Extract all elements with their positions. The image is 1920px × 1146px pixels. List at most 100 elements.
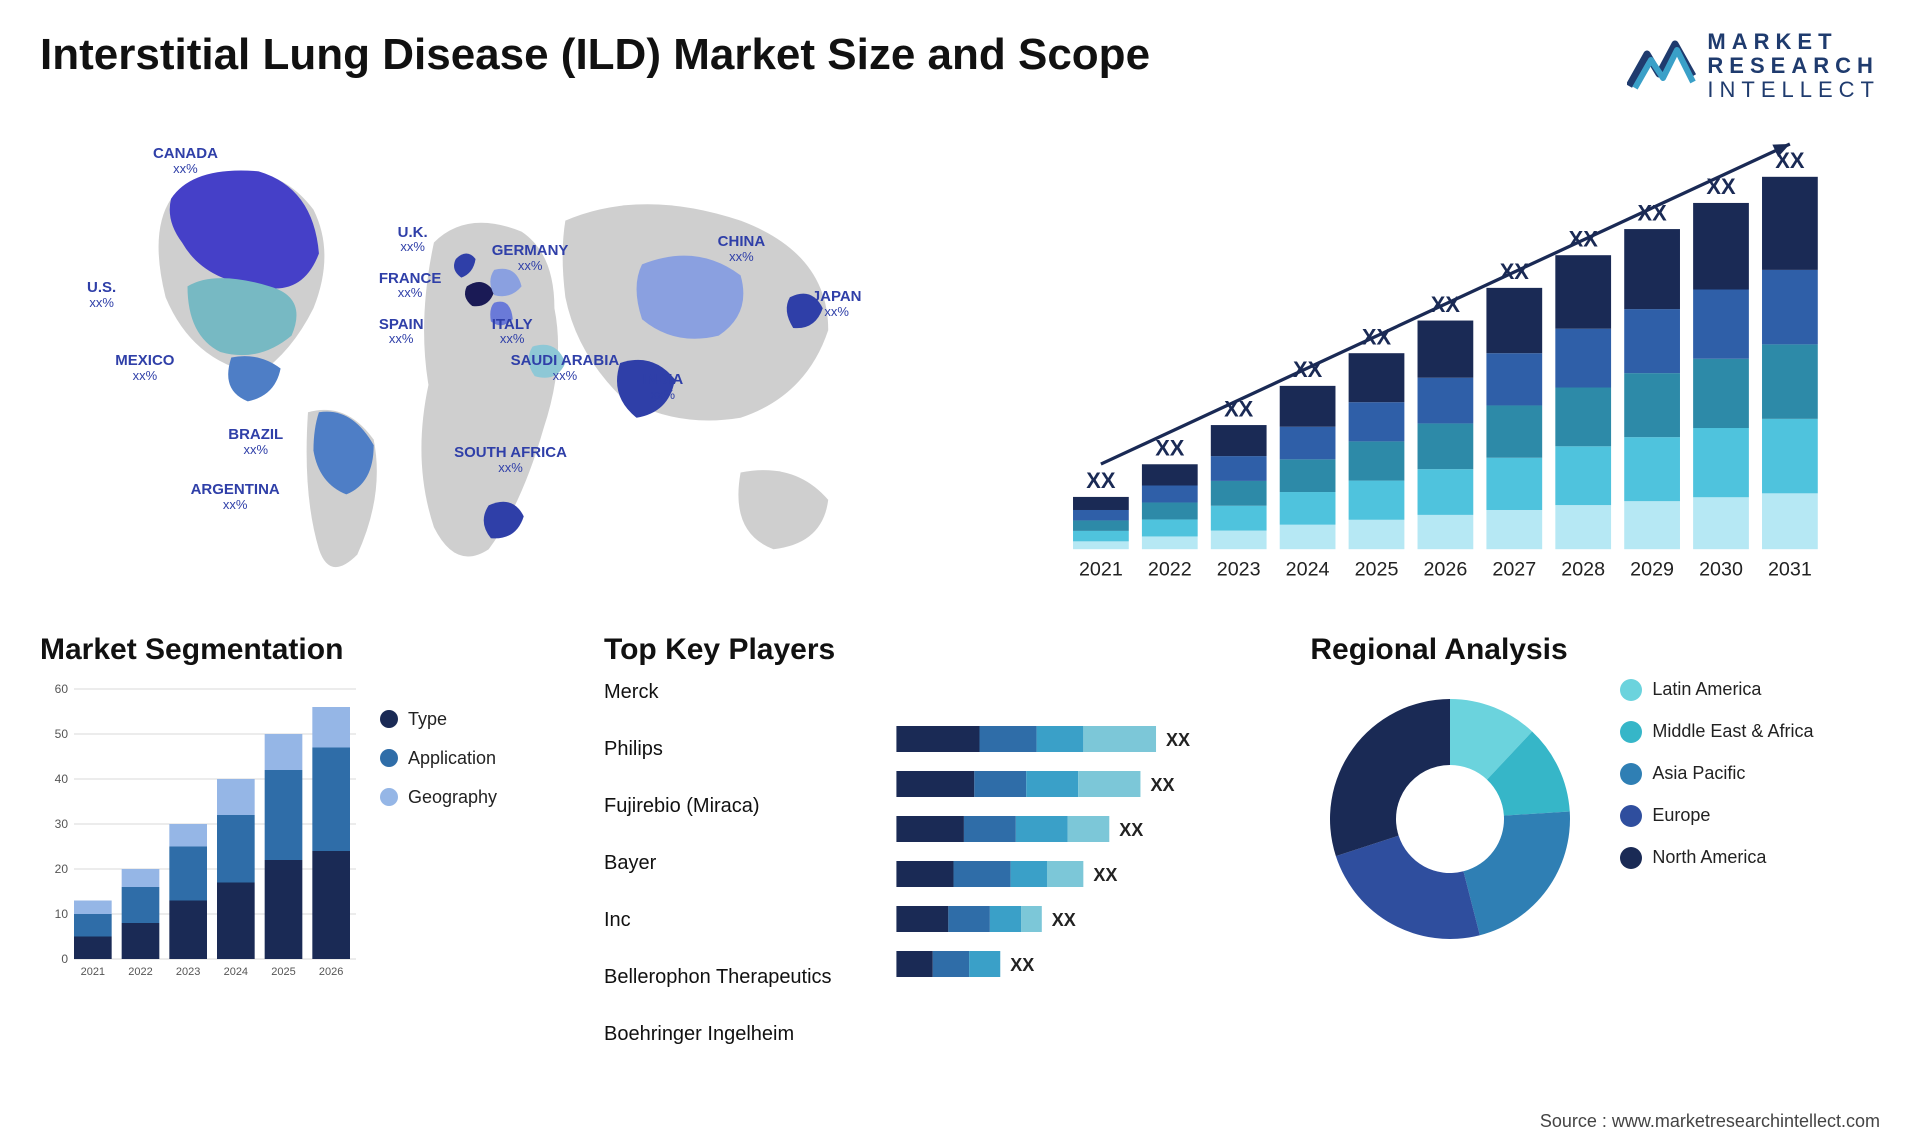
svg-text:XX: XX [1010, 955, 1034, 975]
legend-label: Application [408, 748, 496, 769]
map-label-france: FRANCExx% [379, 271, 442, 300]
regional-panel: Regional Analysis Latin America Middle Ea… [1310, 633, 1880, 1066]
map-label-china: CHINAxx% [718, 234, 766, 263]
swatch [1620, 805, 1642, 827]
svg-text:XX: XX [1707, 174, 1737, 199]
player-name: Bellerophon Therapeutics [604, 964, 832, 1009]
logo-line3: INTELLECT [1707, 78, 1880, 102]
svg-text:2023: 2023 [1217, 558, 1261, 580]
map-label-uk: U.K.xx% [398, 225, 428, 254]
map-label-us: U.S.xx% [87, 280, 116, 309]
segmentation-title: Market Segmentation [40, 633, 574, 667]
regional-legend-item: North America [1620, 847, 1813, 869]
regional-legend-item: Europe [1620, 805, 1813, 827]
players-chart: XX XX XX XX XX XX [852, 679, 1281, 999]
svg-text:2024: 2024 [224, 966, 248, 978]
svg-text:10: 10 [55, 907, 69, 921]
svg-text:XX: XX [1166, 730, 1190, 750]
map-label-brazil: BRAZILxx% [228, 427, 283, 456]
svg-text:2030: 2030 [1699, 558, 1743, 580]
segmentation-legend: Type Application Geography [380, 709, 497, 989]
regional-donut [1310, 679, 1590, 959]
svg-text:XX: XX [1119, 820, 1143, 840]
brand-logo: MARKET RESEARCH INTELLECT [1627, 30, 1880, 103]
map-label-canada: CANADAxx% [153, 146, 218, 175]
player-name: Merck [604, 679, 832, 724]
swatch [1620, 679, 1642, 701]
swatch [380, 710, 398, 728]
logo-line1: MARKET [1707, 30, 1880, 54]
legend-label: Europe [1652, 805, 1710, 826]
swatch [1620, 721, 1642, 743]
legend-label: Middle East & Africa [1652, 721, 1813, 742]
svg-text:50: 50 [55, 727, 69, 741]
logo-line2: RESEARCH [1707, 54, 1880, 78]
svg-text:2029: 2029 [1630, 558, 1674, 580]
swatch [1620, 847, 1642, 869]
svg-text:XX: XX [1093, 865, 1117, 885]
map-label-germany: GERMANYxx% [492, 243, 569, 272]
map-label-south_africa: SOUTH AFRICAxx% [454, 445, 567, 474]
seg-legend-application: Application [380, 748, 497, 769]
svg-text:XX: XX [1155, 435, 1185, 460]
regional-legend-item: Latin America [1620, 679, 1813, 701]
svg-text:2022: 2022 [1148, 558, 1192, 580]
svg-text:2025: 2025 [1355, 558, 1399, 580]
page-title: Interstitial Lung Disease (ILD) Market S… [40, 30, 1150, 80]
svg-text:2024: 2024 [1286, 558, 1330, 580]
seg-legend-geography: Geography [380, 787, 497, 808]
legend-label: Type [408, 709, 447, 730]
growth-chart-panel: XX2021XX2022XX2023XX2024XX2025XX2026XX20… [1011, 133, 1880, 593]
regional-legend-item: Asia Pacific [1620, 763, 1813, 785]
svg-text:2027: 2027 [1493, 558, 1537, 580]
logo-icon [1627, 36, 1697, 96]
swatch [380, 749, 398, 767]
players-panel: Top Key Players Merck Philips Fujirebio (M… [604, 633, 1280, 1066]
map-label-saudi: SAUDI ARABIAxx% [511, 353, 620, 382]
svg-text:2022: 2022 [128, 966, 152, 978]
svg-text:30: 30 [55, 817, 69, 831]
legend-label: Asia Pacific [1652, 763, 1745, 784]
regional-legend: Latin America Middle East & Africa Asia Pa… [1620, 679, 1813, 869]
svg-text:XX: XX [1150, 775, 1174, 795]
legend-label: Latin America [1652, 679, 1761, 700]
svg-text:2031: 2031 [1768, 558, 1812, 580]
svg-text:0: 0 [61, 952, 68, 966]
world-map-panel: CANADAxx%U.S.xx%MEXICOxx%BRAZILxx%ARGENT… [40, 133, 981, 593]
svg-text:20: 20 [55, 862, 69, 876]
svg-text:2025: 2025 [271, 966, 295, 978]
swatch [1620, 763, 1642, 785]
svg-text:2023: 2023 [176, 966, 200, 978]
legend-label: North America [1652, 847, 1766, 868]
player-name: Fujirebio (Miraca) [604, 793, 832, 838]
svg-text:40: 40 [55, 772, 69, 786]
player-name: Boehringer Ingelheim [604, 1021, 832, 1066]
swatch [380, 788, 398, 806]
map-label-italy: ITALYxx% [492, 317, 533, 346]
svg-text:60: 60 [55, 682, 69, 696]
map-label-japan: JAPANxx% [812, 289, 862, 318]
players-title: Top Key Players [604, 633, 1280, 667]
player-name: Bayer [604, 850, 832, 895]
player-name: Inc [604, 907, 832, 952]
svg-text:2026: 2026 [1424, 558, 1468, 580]
regional-title: Regional Analysis [1310, 633, 1880, 667]
growth-chart: XX2021XX2022XX2023XX2024XX2025XX2026XX20… [1011, 133, 1880, 593]
svg-text:XX: XX [1051, 910, 1075, 930]
svg-text:2028: 2028 [1561, 558, 1605, 580]
legend-label: Geography [408, 787, 497, 808]
map-label-india: INDIAxx% [642, 372, 683, 401]
segmentation-panel: Market Segmentation 0 10 20 30 40 50 60 2021 202… [40, 633, 574, 1066]
source-note: Source : www.marketresearchintellect.com [1540, 1111, 1880, 1132]
segmentation-chart: 0 10 20 30 40 50 60 2021 2022 2023 2024 2025 2026 [40, 679, 360, 989]
seg-legend-type: Type [380, 709, 497, 730]
svg-text:XX: XX [1086, 468, 1116, 493]
svg-text:2026: 2026 [319, 966, 343, 978]
player-name: Philips [604, 736, 832, 781]
svg-text:2021: 2021 [1079, 558, 1123, 580]
players-name-list: Merck Philips Fujirebio (Miraca) Bayer Inc Be… [604, 679, 832, 1066]
map-label-argentina: ARGENTINAxx% [191, 482, 280, 511]
map-label-spain: SPAINxx% [379, 317, 424, 346]
regional-legend-item: Middle East & Africa [1620, 721, 1813, 743]
svg-text:2021: 2021 [81, 966, 105, 978]
